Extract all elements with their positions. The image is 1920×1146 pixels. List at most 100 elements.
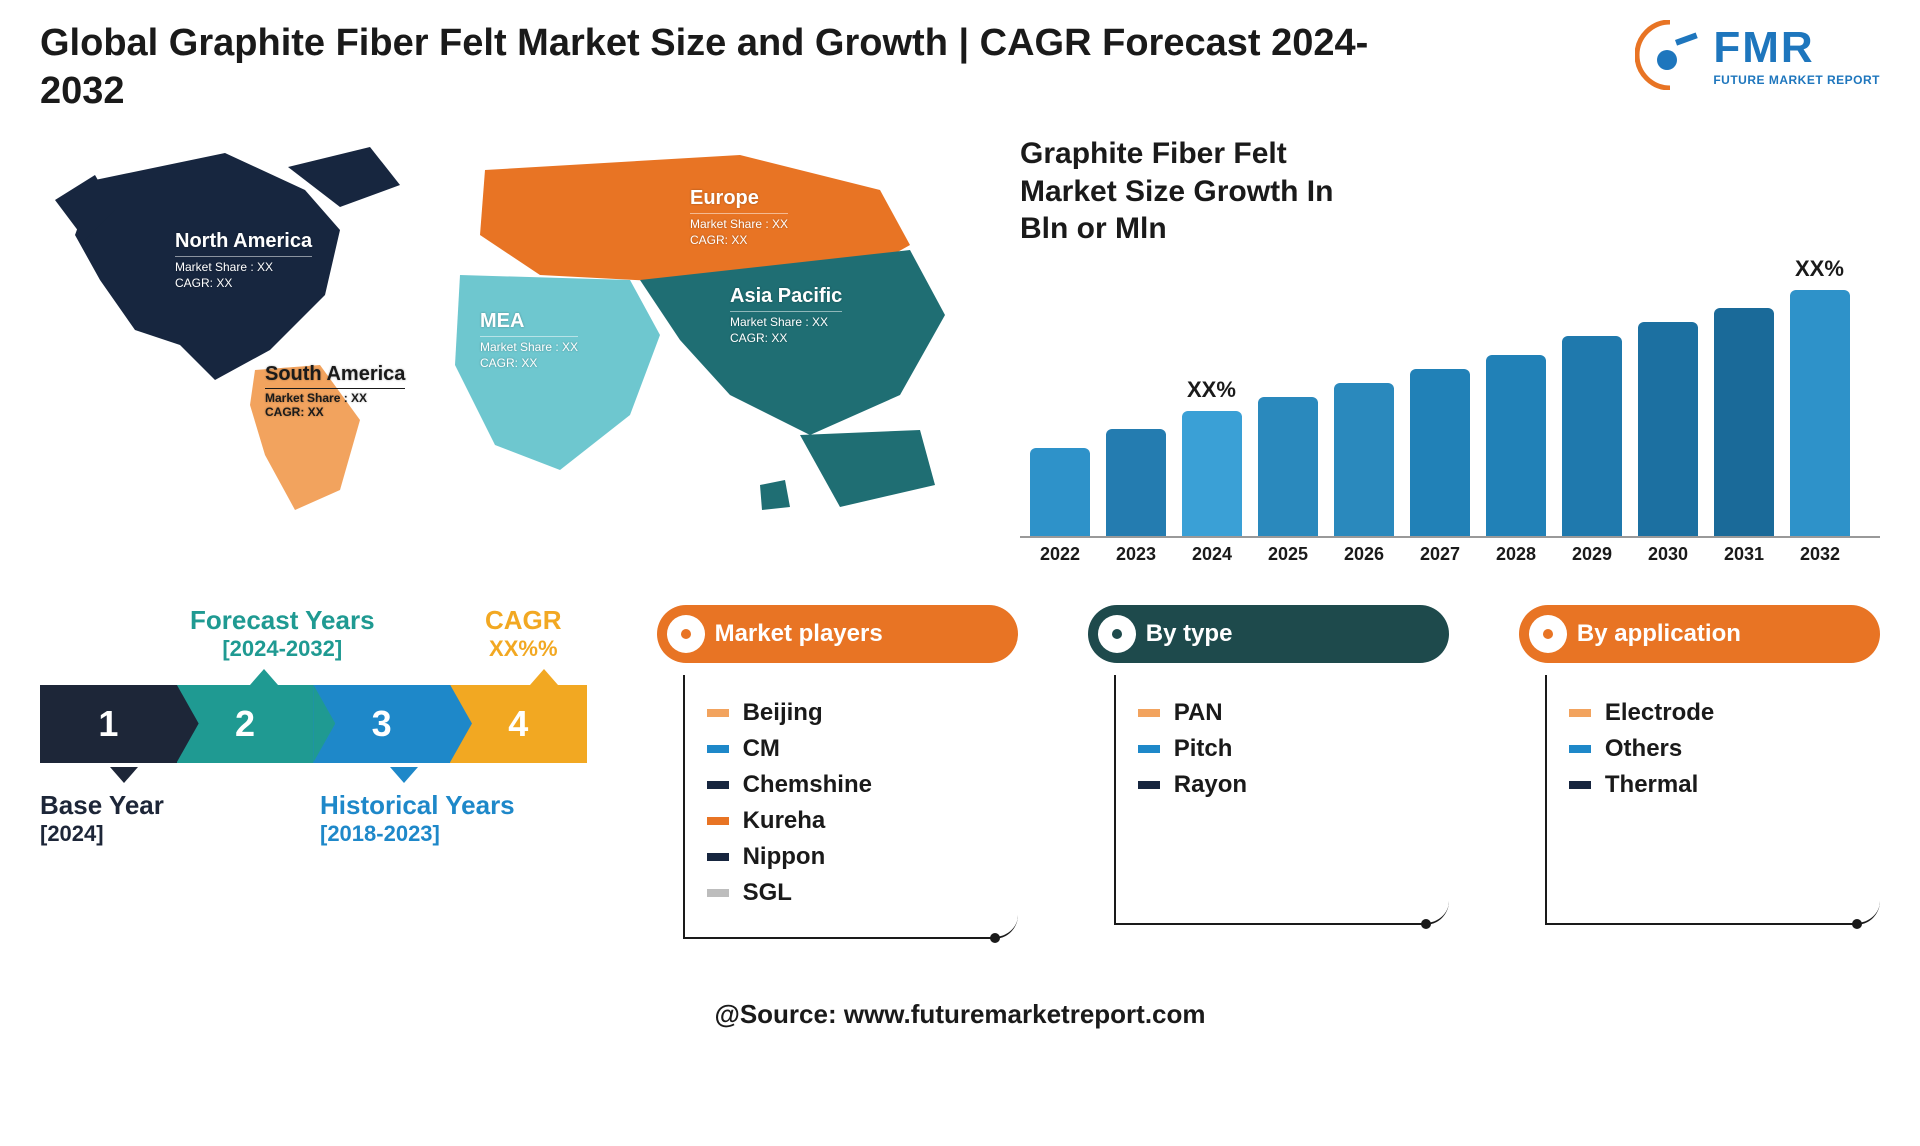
bar: [1638, 322, 1698, 536]
logo-icon: [1635, 20, 1705, 90]
swatch-icon: [1569, 781, 1591, 789]
list-item: Chemshine: [707, 771, 1008, 799]
hist-years-label: Historical Years [2018-2023]: [320, 790, 515, 847]
logo-text-sub: FUTURE MARKET REPORT: [1713, 73, 1880, 87]
by-type-title: By type: [1146, 620, 1233, 648]
logo-text-main: FMR: [1713, 23, 1880, 73]
region-mea-share: Market Share : XX: [480, 340, 578, 356]
swatch-icon: [707, 889, 729, 897]
forecast-label: Forecast Years [2024-2032]: [190, 605, 375, 662]
world-map: North America Market Share : XX CAGR: XX…: [40, 135, 960, 515]
base-year-label: Base Year [2024]: [40, 790, 164, 847]
list-item-label: Electrode: [1605, 699, 1714, 727]
list-item-label: CM: [743, 735, 780, 763]
bar-year-label: 2022: [1030, 544, 1090, 565]
list-item: SGL: [707, 879, 1008, 907]
bar-year-label: 2026: [1334, 544, 1394, 565]
bar: [1790, 290, 1850, 536]
region-eu-name: Europe: [690, 187, 788, 210]
by-application-col: By application Electrode Others Thermal: [1519, 605, 1880, 925]
bar: [1334, 383, 1394, 536]
list-item-label: Others: [1605, 735, 1682, 763]
region-sa-name: South America: [265, 363, 405, 389]
bar: [1106, 429, 1166, 536]
bar: [1182, 411, 1242, 536]
by-type-list: PAN Pitch Rayon: [1114, 675, 1449, 925]
list-item-label: SGL: [743, 879, 792, 907]
list-item: Others: [1569, 735, 1870, 763]
list-item: Beijing: [707, 699, 1008, 727]
list-item-label: Kureha: [743, 807, 826, 835]
source-line: @Source: www.futuremarketreport.com: [40, 999, 1880, 1030]
list-item: Nippon: [707, 843, 1008, 871]
swatch-icon: [707, 745, 729, 753]
region-na: North America Market Share : XX CAGR: XX: [175, 230, 312, 291]
bar-year-label: 2032: [1790, 544, 1850, 565]
bar: [1410, 369, 1470, 536]
by-application-list: Electrode Others Thermal: [1545, 675, 1880, 925]
bar-year-label: 2023: [1106, 544, 1166, 565]
timeline-segment: 1: [40, 685, 177, 763]
bar: [1258, 397, 1318, 536]
region-eu-share: Market Share : XX: [690, 217, 788, 233]
bar-year-label: 2029: [1562, 544, 1622, 565]
list-item-label: Beijing: [743, 699, 823, 727]
bar-year-label: 2031: [1714, 544, 1774, 565]
region-ap-cagr: CAGR: XX: [730, 331, 842, 347]
cagr-label: CAGR XX%%: [485, 605, 562, 662]
list-item: Electrode: [1569, 699, 1870, 727]
region-na-name: North America: [175, 230, 312, 253]
by-application-header: By application: [1519, 605, 1880, 663]
header: Global Graphite Fiber Felt Market Size a…: [40, 20, 1880, 115]
bar-year-label: 2030: [1638, 544, 1698, 565]
region-sa-share: Market Share : XX: [265, 391, 405, 405]
triangle-up-icon: [530, 669, 558, 685]
swatch-icon: [1138, 781, 1160, 789]
swatch-icon: [1569, 745, 1591, 753]
by-type-col: By type PAN Pitch Rayon: [1088, 605, 1449, 925]
market-players-header: Market players: [657, 605, 1018, 663]
swatch-icon: [707, 853, 729, 861]
region-na-share: Market Share : XX: [175, 260, 312, 276]
region-eu: Europe Market Share : XX CAGR: XX: [690, 187, 788, 248]
bar-year-label: 2024: [1182, 544, 1242, 565]
by-application-title: By application: [1577, 620, 1741, 648]
region-ap-share: Market Share : XX: [730, 315, 842, 331]
region-mea-name: MEA: [480, 310, 578, 333]
list-item-label: Rayon: [1174, 771, 1247, 799]
content-row: North America Market Share : XX CAGR: XX…: [40, 135, 1880, 565]
triangle-down-icon: [390, 767, 418, 783]
region-mea-cagr: CAGR: XX: [480, 356, 578, 372]
list-item-label: Pitch: [1174, 735, 1233, 763]
list-item: PAN: [1138, 699, 1439, 727]
growth-chart: Graphite Fiber Felt Market Size Growth I…: [990, 135, 1880, 565]
region-eu-cagr: CAGR: XX: [690, 233, 788, 249]
list-item: Rayon: [1138, 771, 1439, 799]
list-item-label: Chemshine: [743, 771, 872, 799]
market-players-title: Market players: [715, 620, 883, 648]
bar-annotation: XX%: [1187, 377, 1236, 403]
chart-title: Graphite Fiber Felt Market Size Growth I…: [1020, 135, 1380, 248]
bar-chart: XX%XX%: [1020, 268, 1880, 538]
bar: [1562, 336, 1622, 536]
region-ap: Asia Pacific Market Share : XX CAGR: XX: [730, 285, 842, 346]
timeline-row: 1234: [40, 685, 587, 763]
list-item-label: Nippon: [743, 843, 826, 871]
region-mea: MEA Market Share : XX CAGR: XX: [480, 310, 578, 371]
list-item: Pitch: [1138, 735, 1439, 763]
page-title: Global Graphite Fiber Felt Market Size a…: [40, 20, 1440, 115]
list-item: CM: [707, 735, 1008, 763]
bar-year-label: 2027: [1410, 544, 1470, 565]
region-sa-cagr: CAGR: XX: [265, 405, 405, 419]
bar-year-label: 2025: [1258, 544, 1318, 565]
timeline-block: Forecast Years [2024-2032] CAGR XX%% 123…: [40, 605, 587, 763]
market-players-list: Beijing CM Chemshine Kureha Nippon SGL: [683, 675, 1018, 939]
region-ap-name: Asia Pacific: [730, 285, 842, 308]
bar-year-label: 2028: [1486, 544, 1546, 565]
bar-chart-xlabels: 2022 2023 2024 2025 2026 2027 2028 2029 2030 2031…: [1020, 538, 1880, 565]
bar: [1486, 355, 1546, 536]
fmr-logo: FMR FUTURE MARKET REPORT: [1635, 20, 1880, 90]
list-item: Thermal: [1569, 771, 1870, 799]
region-sa: South America Market Share : XX CAGR: XX: [265, 363, 405, 419]
swatch-icon: [1138, 745, 1160, 753]
